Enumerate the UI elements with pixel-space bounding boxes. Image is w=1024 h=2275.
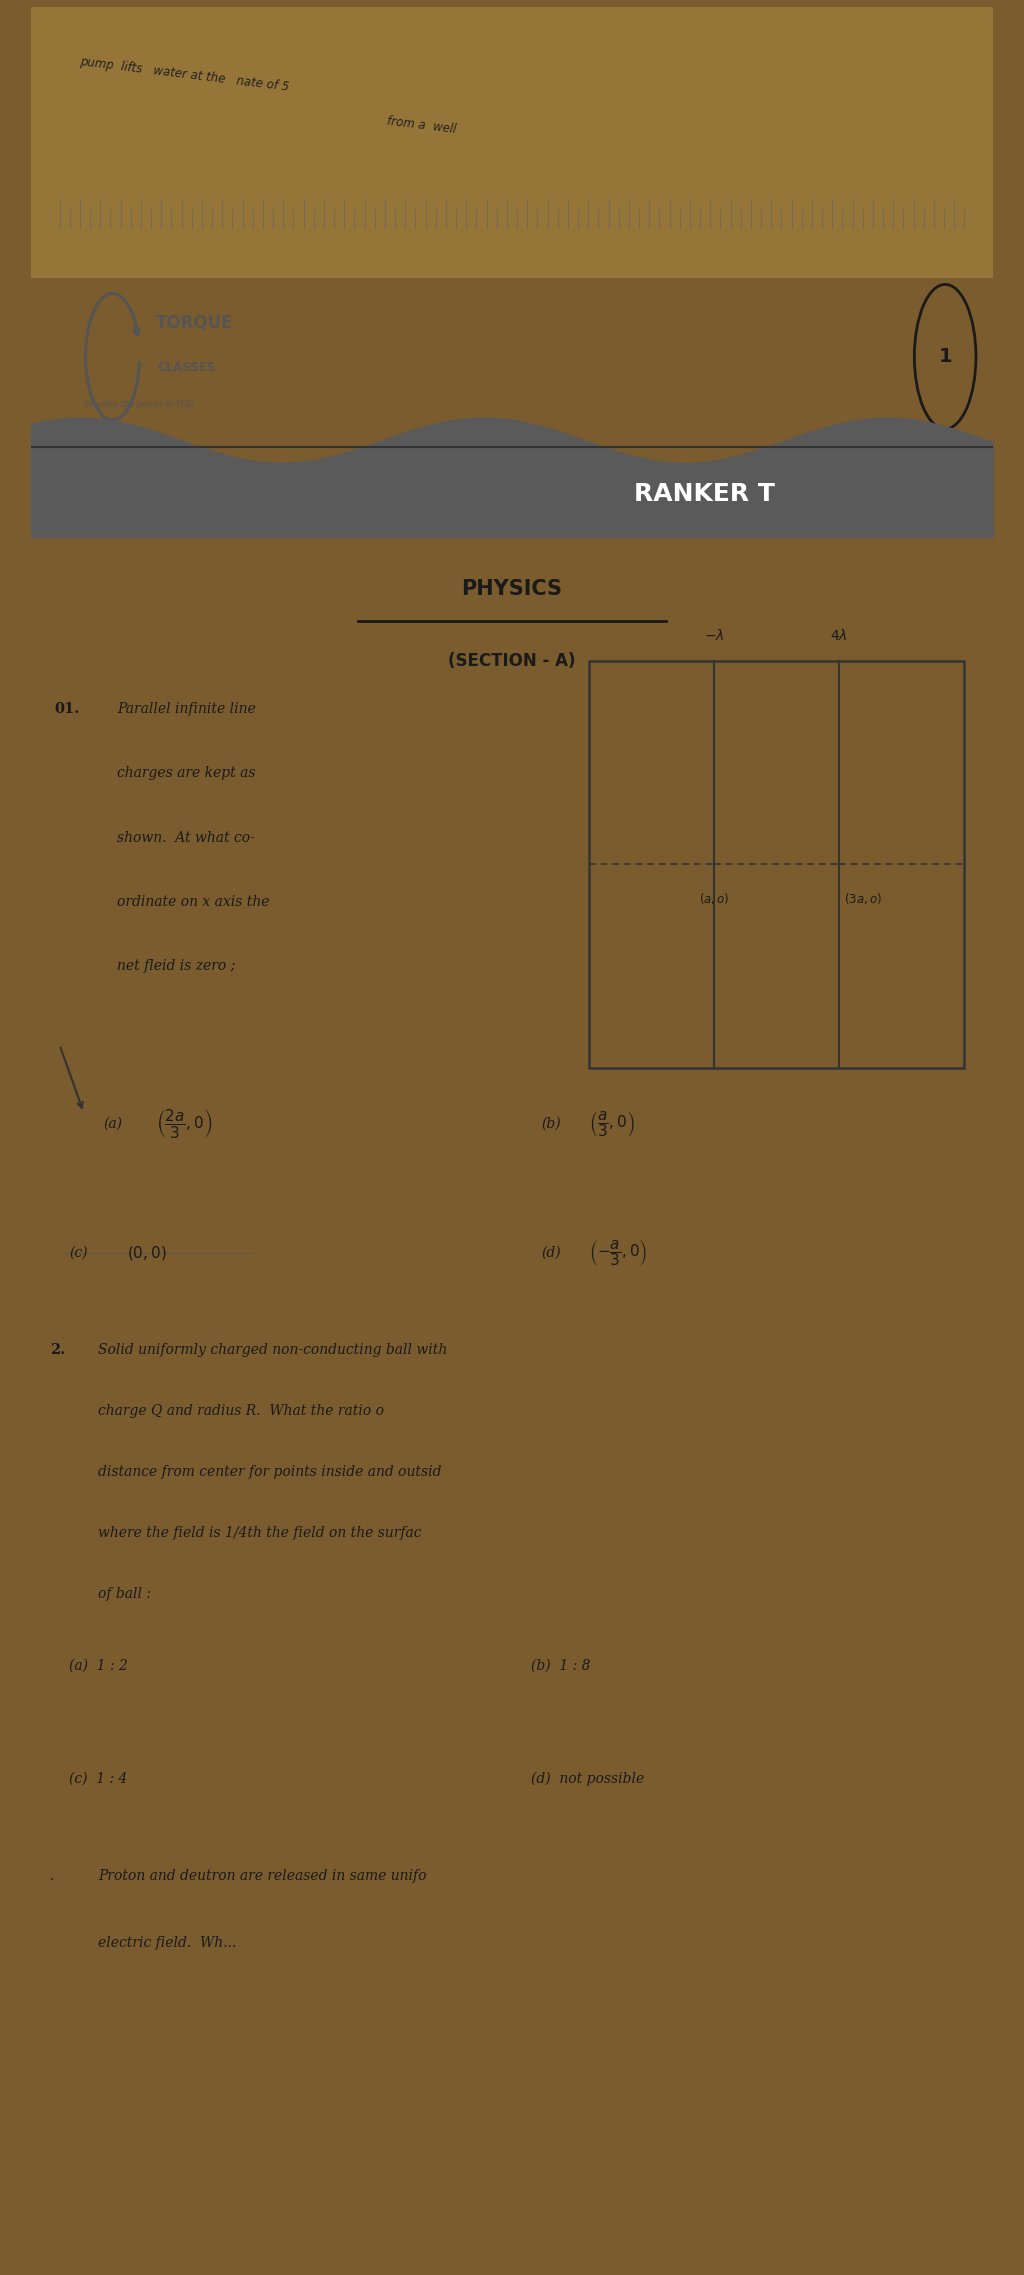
Text: Proton and deutron are released in same unifo: Proton and deutron are released in same … (98, 1868, 427, 1884)
Text: of ball :: of ball : (98, 1586, 152, 1602)
Text: $4\lambda$: $4\lambda$ (830, 628, 848, 644)
Text: $(3a, o)$: $(3a, o)$ (844, 892, 882, 905)
Text: ordinate on x axis the: ordinate on x axis the (118, 894, 270, 910)
Text: $\left(-\dfrac{a}{3},0\right)$: $\left(-\dfrac{a}{3},0\right)$ (589, 1238, 647, 1267)
Text: Parallel infinite line: Parallel infinite line (118, 703, 256, 717)
Text: Shaping the power in YOU: Shaping the power in YOU (84, 400, 194, 410)
Text: PHYSICS: PHYSICS (462, 580, 562, 598)
Text: 01.: 01. (55, 703, 80, 717)
Text: where the field is 1/4th the field on the surfac: where the field is 1/4th the field on th… (98, 1527, 422, 1540)
Text: 2.: 2. (50, 1342, 66, 1356)
Text: pump  lifts   water at the   nate of 5: pump lifts water at the nate of 5 (79, 55, 290, 93)
Text: .: . (50, 1868, 54, 1884)
Text: (a)  1 : 2: (a) 1 : 2 (70, 1658, 128, 1672)
Text: (SECTION - A): (SECTION - A) (449, 653, 575, 671)
Text: Solid uniformly charged non-conducting ball with: Solid uniformly charged non-conducting b… (98, 1342, 447, 1356)
Text: (d)  not possible: (d) not possible (531, 1772, 644, 1786)
Text: charges are kept as: charges are kept as (118, 767, 256, 780)
Text: RANKER T: RANKER T (634, 482, 775, 507)
Text: from a  well: from a well (300, 105, 457, 136)
Text: distance from center for points inside and outsid: distance from center for points inside a… (98, 1465, 441, 1479)
Text: charge Q and radius R.  What the ratio o: charge Q and radius R. What the ratio o (98, 1404, 384, 1417)
Text: electric field.  Wh...: electric field. Wh... (98, 1936, 237, 1950)
Text: (c): (c) (70, 1247, 88, 1260)
Text: (b): (b) (541, 1117, 560, 1131)
Text: $(0, 0)$: $(0, 0)$ (127, 1244, 167, 1263)
Text: 1: 1 (938, 348, 952, 366)
Text: shown.  At what co-: shown. At what co- (118, 830, 255, 844)
Text: $(a, o)$: $(a, o)$ (698, 892, 729, 905)
Text: (c)  1 : 4: (c) 1 : 4 (70, 1772, 128, 1786)
Text: net fleid is zero ;: net fleid is zero ; (118, 960, 236, 974)
Text: (b)  1 : 8: (b) 1 : 8 (531, 1658, 591, 1672)
Text: (d): (d) (541, 1247, 560, 1260)
Text: $\left(\dfrac{a}{3},0\right)$: $\left(\dfrac{a}{3},0\right)$ (589, 1108, 635, 1140)
Text: (a): (a) (102, 1117, 122, 1131)
Bar (589, 662, 965, 1067)
Text: $-\lambda$: $-\lambda$ (703, 628, 724, 644)
Text: $\left(\dfrac{2a}{3},0\right)$: $\left(\dfrac{2a}{3},0\right)$ (156, 1108, 212, 1140)
Text: CLASSES: CLASSES (158, 362, 216, 375)
Text: TORQUE: TORQUE (156, 314, 233, 332)
Bar (31, 7, 993, 278)
